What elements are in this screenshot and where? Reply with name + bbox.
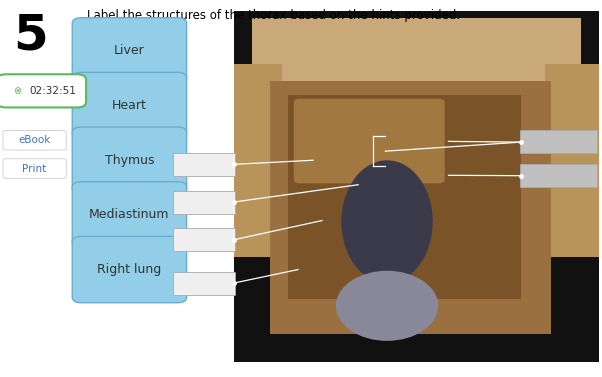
FancyBboxPatch shape	[72, 18, 187, 84]
Text: eBook: eBook	[18, 135, 51, 145]
FancyBboxPatch shape	[72, 72, 187, 139]
FancyBboxPatch shape	[173, 228, 235, 251]
FancyBboxPatch shape	[173, 191, 235, 214]
Bar	[545, 64, 599, 257]
Text: Thymus: Thymus	[105, 154, 154, 167]
Text: 02:32:51: 02:32:51	[29, 86, 76, 96]
Text: Liver: Liver	[114, 44, 145, 57]
Bar	[234, 11, 599, 362]
FancyBboxPatch shape	[173, 272, 235, 295]
Text: Heart: Heart	[112, 99, 147, 112]
Text: Mediastinum: Mediastinum	[89, 208, 170, 221]
FancyBboxPatch shape	[173, 153, 235, 176]
Text: Right lung: Right lung	[98, 263, 161, 276]
Ellipse shape	[336, 271, 438, 341]
FancyBboxPatch shape	[520, 164, 597, 187]
FancyBboxPatch shape	[3, 130, 66, 150]
Bar	[252, 18, 581, 124]
Text: ⊗: ⊗	[13, 86, 21, 96]
FancyBboxPatch shape	[0, 74, 86, 107]
Text: Label the structures of the thorax based on the hints provided.: Label the structures of the thorax based…	[87, 9, 461, 22]
FancyBboxPatch shape	[3, 159, 66, 178]
Bar	[288, 95, 521, 299]
FancyBboxPatch shape	[72, 236, 187, 303]
Text: Print: Print	[22, 164, 46, 173]
Text: 5: 5	[13, 11, 48, 59]
FancyBboxPatch shape	[520, 130, 597, 153]
Bar	[270, 81, 551, 334]
Bar	[234, 64, 282, 257]
FancyBboxPatch shape	[294, 99, 445, 183]
FancyBboxPatch shape	[72, 182, 187, 248]
FancyBboxPatch shape	[72, 127, 187, 193]
Ellipse shape	[341, 160, 433, 283]
